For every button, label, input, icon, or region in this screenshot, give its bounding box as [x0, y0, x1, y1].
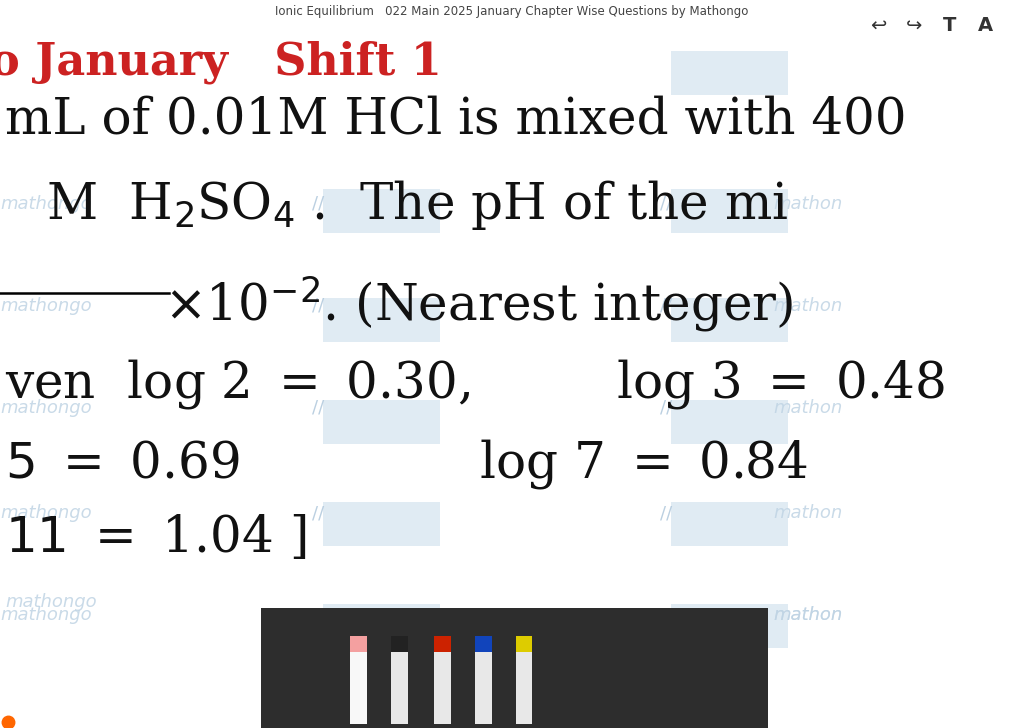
Text: $5$ $=$ 0.69               log 7 $=$ 0.84: $5$ $=$ 0.69 log 7 $=$ 0.84	[5, 437, 808, 491]
Bar	[391, 636, 408, 652]
Bar	[323, 400, 440, 444]
Bar	[671, 51, 788, 95]
Text: mathon: mathon	[773, 399, 843, 416]
Text: mathon: mathon	[773, 195, 843, 213]
Text: mathongo: mathongo	[0, 297, 91, 314]
Text: mathongo: mathongo	[0, 195, 91, 213]
Text: //: //	[312, 399, 325, 416]
Text: $11$ $=$ 1.04 ]: $11$ $=$ 1.04 ]	[5, 513, 306, 563]
Text: mathon: mathon	[773, 606, 843, 624]
Text: mathongo: mathongo	[0, 505, 91, 522]
Text: ↪: ↪	[906, 16, 923, 35]
Text: A: A	[978, 16, 992, 35]
Text: //: //	[312, 195, 325, 213]
Text: o January   Shift 1: o January Shift 1	[0, 41, 441, 84]
Bar	[671, 189, 788, 233]
Bar	[391, 652, 408, 724]
Text: //: //	[312, 606, 325, 624]
Bar	[323, 298, 440, 342]
Text: M  H$_2$SO$_4$ .  The pH of the mi: M H$_2$SO$_4$ . The pH of the mi	[46, 178, 788, 232]
Text: mathongo: mathongo	[0, 399, 91, 416]
Bar	[516, 636, 532, 652]
Text: mathon: mathon	[773, 606, 843, 624]
Text: //: //	[660, 399, 673, 416]
Text: mathon: mathon	[773, 297, 843, 314]
Bar	[671, 604, 788, 648]
Bar	[434, 636, 451, 652]
Text: //: //	[312, 297, 325, 314]
Text: mathongo: mathongo	[0, 606, 91, 624]
Bar	[671, 502, 788, 546]
Text: T: T	[942, 16, 956, 35]
Bar	[323, 189, 440, 233]
Bar	[516, 652, 532, 724]
Bar	[475, 652, 492, 724]
Bar	[323, 604, 440, 648]
Bar	[671, 400, 788, 444]
Text: //: //	[660, 297, 673, 314]
Bar	[350, 652, 367, 724]
Text: mathongo: mathongo	[5, 593, 96, 612]
Text: mL of 0.01M HCl is mixed with 400: mL of 0.01M HCl is mixed with 400	[5, 95, 906, 144]
Bar	[323, 502, 440, 546]
Text: ven  log 2 $=$ 0.30,         log 3 $=$ 0.48: ven log 2 $=$ 0.30, log 3 $=$ 0.48	[5, 357, 945, 411]
Text: $\times$10$^{-2}$. (Nearest integer): $\times$10$^{-2}$. (Nearest integer)	[164, 274, 794, 334]
Text: //: //	[312, 505, 325, 522]
Text: //: //	[660, 505, 673, 522]
Bar	[475, 636, 492, 652]
Text: mathon: mathon	[773, 505, 843, 522]
Bar	[434, 652, 451, 724]
Text: //: //	[660, 606, 673, 624]
Text: ↩: ↩	[870, 16, 887, 35]
Text: Ionic Equilibrium   022 Main 2025 January Chapter Wise Questions by Mathongo: Ionic Equilibrium 022 Main 2025 January …	[275, 5, 749, 18]
Bar	[261, 608, 768, 728]
Bar	[671, 298, 788, 342]
Bar	[350, 636, 367, 652]
Text: //: //	[660, 195, 673, 213]
